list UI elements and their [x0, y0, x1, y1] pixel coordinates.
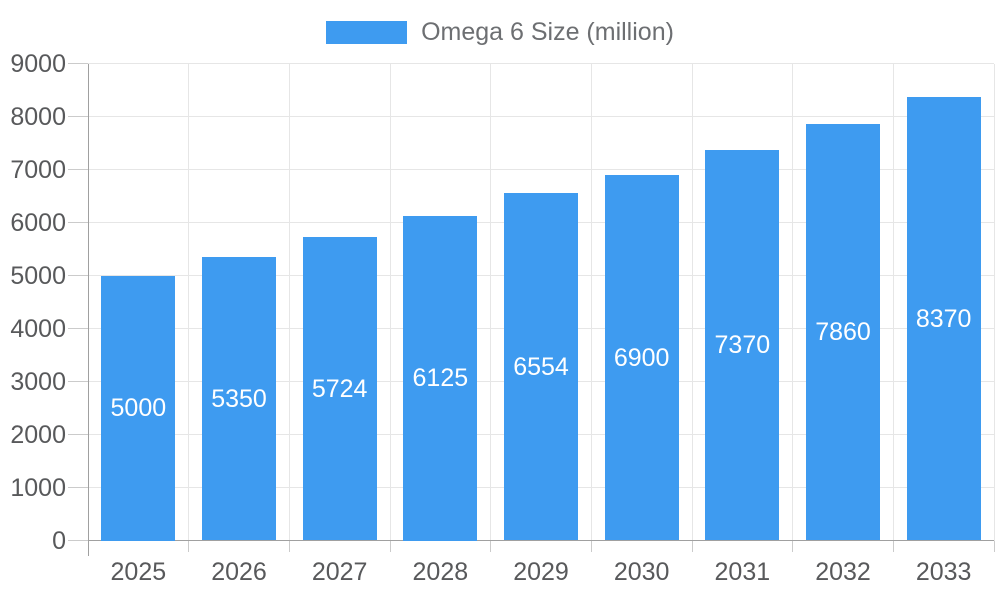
bar[interactable] — [806, 123, 880, 541]
y-axis-tick — [68, 328, 88, 329]
x-axis-label: 2025 — [110, 558, 167, 586]
y-axis-label: 5000 — [10, 261, 66, 290]
y-axis-tick — [68, 222, 88, 223]
bar-value-label: 6125 — [412, 364, 469, 393]
bar-value-label: 5000 — [110, 394, 167, 422]
x-axis-label: 2030 — [613, 558, 670, 586]
y-axis-label: 4000 — [10, 314, 66, 343]
gridline-vertical — [792, 63, 794, 541]
bar-value-label: 6900 — [613, 343, 670, 372]
y-axis-label: 7000 — [10, 155, 66, 184]
gridline-vertical — [892, 63, 894, 541]
bar-value-label: 6554 — [513, 352, 569, 381]
x-axis-label: 2029 — [513, 558, 569, 586]
y-axis-tick — [68, 275, 88, 276]
y-axis-label: 1000 — [10, 473, 66, 502]
gridline-vertical — [490, 63, 492, 541]
bar-value-label: 8370 — [915, 304, 972, 333]
y-axis-tick — [68, 116, 88, 117]
x-axis-tick — [288, 540, 290, 552]
y-axis-label: 8000 — [10, 102, 66, 131]
gridline-vertical — [389, 63, 391, 541]
bar[interactable] — [604, 174, 679, 541]
y-axis-tick — [68, 381, 88, 382]
x-axis-tick — [590, 540, 592, 552]
y-axis-label: 3000 — [10, 367, 66, 396]
y-axis-label: 6000 — [10, 208, 66, 237]
bar[interactable] — [705, 149, 780, 541]
bar[interactable] — [906, 96, 981, 541]
x-axis-label: 2027 — [311, 558, 368, 586]
bar-value-label: 7860 — [815, 318, 871, 347]
x-axis-label: 2033 — [915, 558, 972, 586]
bar-value-label: 7370 — [714, 331, 771, 360]
legend-swatch — [326, 20, 408, 44]
x-axis-label: 2028 — [412, 558, 469, 586]
y-axis-tick — [68, 487, 88, 488]
x-axis-line — [88, 540, 994, 541]
x-axis-tick — [892, 540, 894, 552]
bar[interactable] — [101, 275, 176, 541]
gridline-vertical — [188, 63, 190, 541]
y-axis-tick — [68, 434, 88, 435]
y-axis-label: 0 — [52, 526, 66, 555]
y-axis-tick — [68, 169, 88, 170]
x-axis-label: 2032 — [815, 558, 871, 586]
bar-value-label: 5724 — [311, 374, 368, 403]
x-axis-tick — [389, 540, 391, 552]
x-axis-tick — [490, 540, 492, 552]
bar-value-label: 5350 — [211, 384, 267, 413]
y-axis-tick — [68, 540, 88, 541]
y-axis-tick — [68, 63, 88, 64]
y-axis-label: 2000 — [10, 420, 66, 449]
x-axis-tick — [691, 540, 693, 552]
x-axis-tick — [993, 540, 995, 552]
gridline-horizontal — [88, 63, 994, 64]
bar[interactable] — [202, 256, 276, 541]
bar[interactable] — [403, 215, 478, 541]
legend[interactable]: Omega 6 Size (million) — [0, 17, 1000, 47]
gridline-vertical — [590, 63, 592, 541]
gridline-horizontal — [88, 116, 994, 117]
bar[interactable] — [302, 237, 377, 541]
gridline-vertical — [288, 63, 290, 541]
x-axis-label: 2026 — [211, 558, 267, 586]
x-axis-label: 2031 — [714, 558, 771, 586]
bar[interactable] — [504, 193, 578, 541]
gridline-vertical — [993, 63, 995, 541]
x-axis-tick — [792, 540, 794, 552]
y-axis-label: 9000 — [10, 49, 66, 78]
gridline-vertical — [691, 63, 693, 541]
gridline-horizontal — [88, 169, 994, 170]
legend-label: Omega 6 Size (million) — [421, 17, 674, 46]
y-axis-line — [87, 63, 89, 556]
x-axis-tick — [188, 540, 190, 552]
